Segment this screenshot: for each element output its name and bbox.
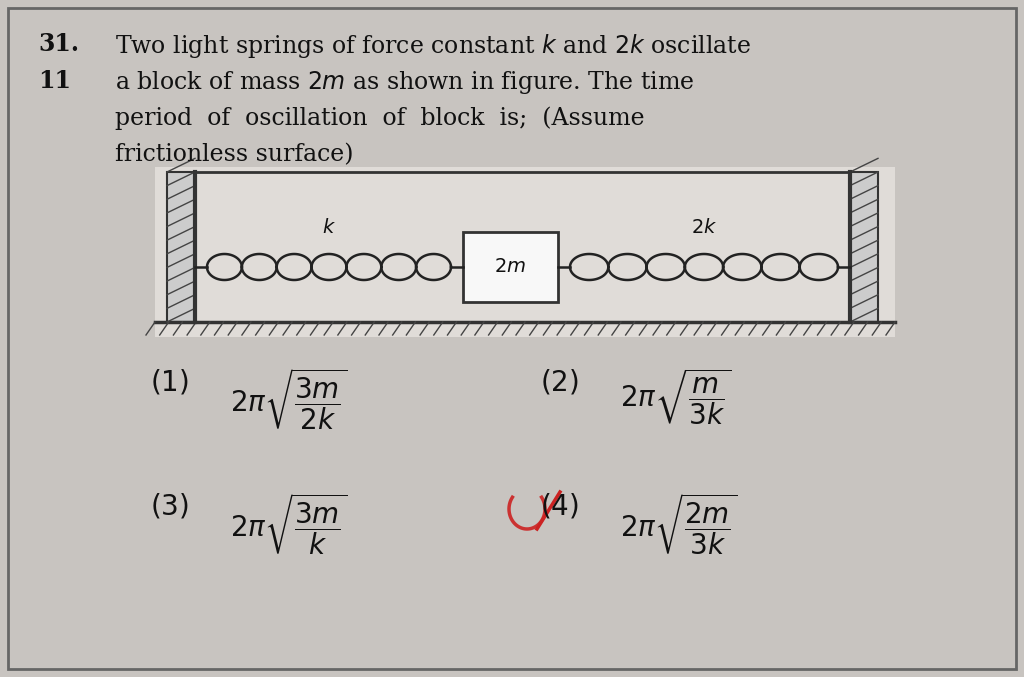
Bar — [155, 167, 895, 337]
Text: $2k$: $2k$ — [691, 218, 717, 237]
Text: Two light springs of force constant $k$ and $2k$ oscillate: Two light springs of force constant $k$ … — [115, 32, 752, 60]
Bar — [167, 172, 195, 322]
Bar — [463, 232, 558, 302]
Text: $(2)$: $(2)$ — [540, 367, 579, 396]
Text: $2\pi\sqrt{\dfrac{m}{3k}}$: $2\pi\sqrt{\dfrac{m}{3k}}$ — [620, 367, 731, 427]
Text: 31.: 31. — [38, 32, 79, 56]
Text: frictionless surface): frictionless surface) — [115, 143, 353, 166]
Bar — [850, 172, 878, 322]
Text: $2\pi\sqrt{\dfrac{3m}{k}}$: $2\pi\sqrt{\dfrac{3m}{k}}$ — [230, 492, 348, 557]
Text: $(3)$: $(3)$ — [150, 492, 188, 521]
Text: period  of  oscillation  of  block  is;  (Assume: period of oscillation of block is; (Assu… — [115, 106, 645, 129]
Text: $k$: $k$ — [322, 218, 336, 237]
Text: $2\pi\sqrt{\dfrac{3m}{2k}}$: $2\pi\sqrt{\dfrac{3m}{2k}}$ — [230, 367, 348, 432]
Text: $2m$: $2m$ — [495, 258, 526, 276]
Text: a block of mass $2m$ as shown in figure. The time: a block of mass $2m$ as shown in figure.… — [115, 69, 694, 96]
Text: $(1)$: $(1)$ — [150, 367, 188, 396]
Text: $(4)$: $(4)$ — [540, 492, 579, 521]
Text: $2\pi\sqrt{\dfrac{2m}{3k}}$: $2\pi\sqrt{\dfrac{2m}{3k}}$ — [620, 492, 738, 557]
Text: 11: 11 — [38, 69, 71, 93]
